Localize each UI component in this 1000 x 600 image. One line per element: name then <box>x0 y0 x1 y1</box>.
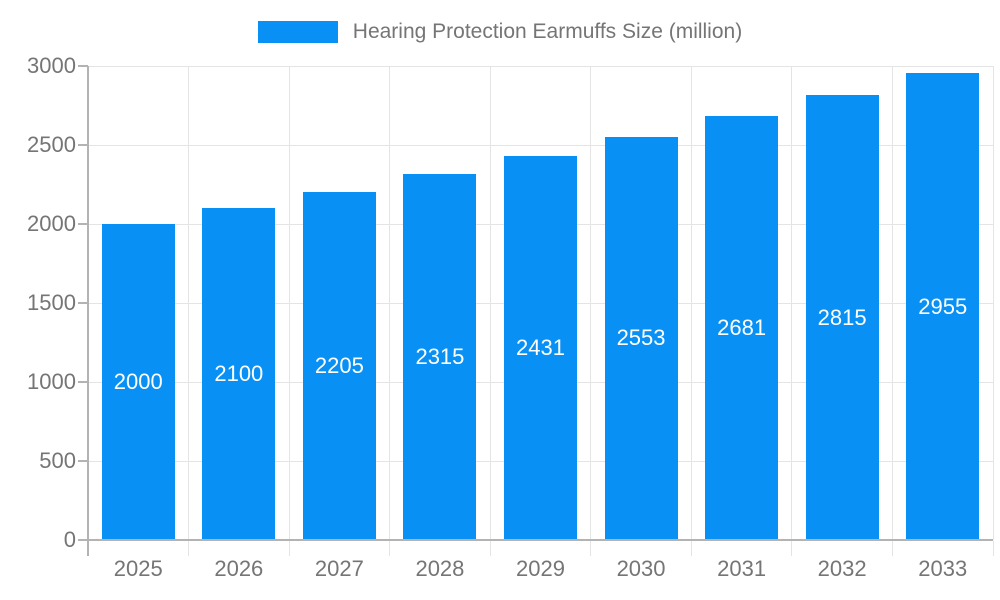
bar-2029: 2431 <box>504 155 577 540</box>
bar-value-label: 2205 <box>314 352 364 378</box>
y-axis-line <box>87 66 89 556</box>
bar-value-label: 2955 <box>918 293 968 319</box>
x-axis-line <box>78 539 993 541</box>
x-gridline <box>188 66 190 540</box>
y-axis-label: 1000 <box>27 369 76 394</box>
x-gridline <box>690 66 692 540</box>
x-axis-tick <box>992 541 994 556</box>
y-axis-label: 500 <box>39 448 76 473</box>
y-axis-tick <box>78 302 88 304</box>
y-axis-label: 1500 <box>27 290 76 315</box>
bar-2025: 2000 <box>101 224 175 540</box>
bar-2033: 2955 <box>906 73 980 540</box>
x-gridline <box>590 66 592 540</box>
x-gridline <box>389 66 391 540</box>
x-axis-label: 2026 <box>214 556 264 581</box>
x-axis-label: 2033 <box>918 556 968 581</box>
y-gridline <box>88 144 993 146</box>
bar-value-label: 2553 <box>616 325 666 351</box>
x-axis-label: 2029 <box>516 556 565 581</box>
x-axis-label: 2032 <box>817 556 867 581</box>
bar-2030: 2553 <box>604 136 678 540</box>
bar-2027: 2205 <box>302 191 376 540</box>
y-axis-label: 2000 <box>27 211 76 236</box>
legend-label[interactable]: Hearing Protection Earmuffs Size (millio… <box>352 20 743 43</box>
x-axis-tick <box>590 541 592 556</box>
legend-swatch[interactable] <box>257 21 338 43</box>
x-axis-label: 2027 <box>314 556 364 581</box>
bar-value-label: 2000 <box>113 369 163 394</box>
plot-area: 2000 2100 2205 2315 2431 2553 2681 2815 2955 <box>88 65 994 540</box>
bar-value-label: 2100 <box>214 361 264 387</box>
x-axis-tick <box>690 541 692 556</box>
y-axis-tick <box>78 381 88 383</box>
bar-value-label: 2431 <box>516 334 565 360</box>
bar-2028: 2315 <box>403 174 477 540</box>
bar-2032: 2815 <box>805 95 879 540</box>
y-axis-tick <box>78 144 88 146</box>
x-gridline <box>992 66 994 540</box>
legend[interactable]: Hearing Protection Earmuffs Size (millio… <box>0 18 1000 46</box>
y-axis-label: 3000 <box>27 53 76 78</box>
x-gridline <box>288 66 290 540</box>
y-gridline <box>88 65 993 67</box>
y-axis-tick <box>78 65 88 67</box>
y-axis-tick <box>78 223 88 225</box>
x-axis-label: 2028 <box>415 556 465 581</box>
bar-value-label: 2681 <box>717 315 767 341</box>
bar-2026: 2100 <box>202 208 276 540</box>
x-gridline <box>791 66 793 540</box>
x-axis-label: 2030 <box>616 556 666 581</box>
x-gridline <box>891 66 893 540</box>
bar-value-label: 2315 <box>415 344 465 370</box>
x-axis-label: 2031 <box>717 556 767 581</box>
x-axis-tick <box>489 541 491 556</box>
bar-2031: 2681 <box>705 116 779 540</box>
x-gridline <box>489 66 491 540</box>
x-axis-tick <box>891 541 893 556</box>
y-axis-label: 0 <box>63 527 76 552</box>
y-axis-tick <box>78 460 88 462</box>
x-axis-label: 2025 <box>113 556 163 581</box>
x-axis-tick <box>188 541 190 556</box>
x-axis-tick <box>288 541 290 556</box>
bar-value-label: 2815 <box>817 304 867 330</box>
y-axis-tick <box>78 539 88 541</box>
y-axis-label: 2500 <box>27 132 76 157</box>
x-axis-tick <box>791 541 793 556</box>
x-axis-tick <box>389 541 391 556</box>
